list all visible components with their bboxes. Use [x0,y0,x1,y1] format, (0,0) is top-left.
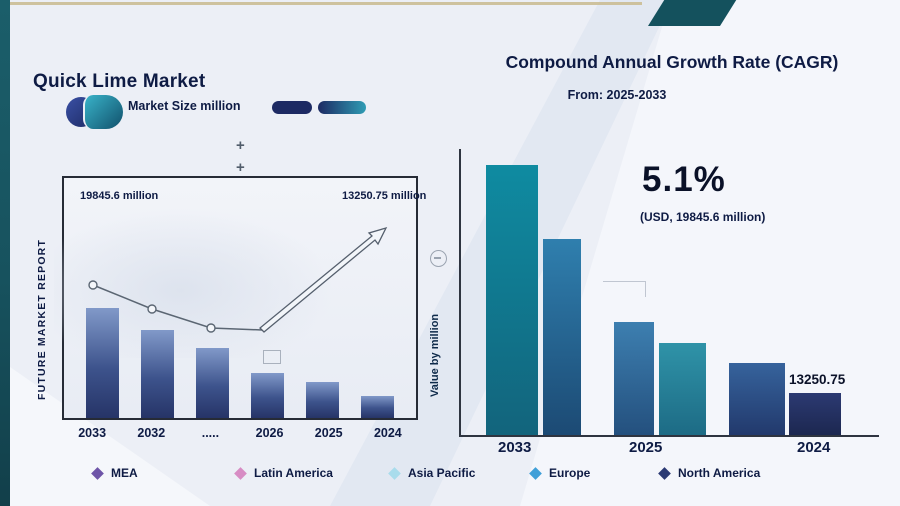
bar-2026 [251,373,284,418]
decor-pill-gradient [318,101,366,114]
cagr-title: Compound Annual Growth Rate (CAGR) [505,52,839,72]
cagr-x-axis-line [459,435,879,437]
decor-plus-icon: + [236,159,245,176]
cagr-y-axis-line [459,149,461,437]
annotation-2033-value: 19845.6 million [80,190,159,202]
legend-item-mea: MEA [91,466,138,480]
trend-line [92,284,263,331]
legend-diamond-icon [658,466,671,480]
decor-bracket-icon [603,281,646,297]
trend-overlay [88,226,388,333]
decor-left-accent-strip [0,0,10,506]
legend-label: Asia Pacific [408,466,476,480]
bar-2025 [306,382,339,418]
axis-label-2032: 2032 [137,426,166,440]
market-size-icon [64,94,123,130]
market-size-legend-label: Market Size million [128,99,241,113]
legend-label: North America [678,466,761,480]
cagr-bar-2033-b [543,239,581,435]
cagr-note: (USD, 19845.6 million) [640,210,766,224]
cagr-value: 5.1% [642,160,726,199]
icon-shape-teal [83,95,123,129]
axis-label-2033: 2033 [78,426,107,440]
cagr-2024-value-label: 13250.75 [789,372,846,387]
legend-item-europe: Europe [529,466,591,480]
legend-diamond-icon [234,466,247,480]
legend-item-latin-america: Latin America [234,466,333,480]
decor-top-right-shape [648,0,737,26]
future-market-report-label: FUTURE MARKET REPORT [36,238,48,400]
trend-marker [206,323,216,333]
legend-diamond-icon [388,466,401,480]
legend-item-north-america: North America [658,466,761,480]
legend-diamond-icon [91,466,104,480]
legend-label: Latin America [254,466,333,480]
legend-label: Europe [549,466,591,480]
cagr-axis-label-2033: 2033 [498,439,532,456]
cagr-bar-2025-b [659,343,706,435]
market-size-chart: 19845.6 million 13250.75 million [54,176,426,420]
legend-label: MEA [111,466,138,480]
decor-rect-icon [263,350,281,364]
decor-pill-dark [272,101,312,114]
cagr-bar-2025-a [614,322,654,435]
cagr-bar-2024-a [729,363,785,435]
axis-label-2026: 2026 [255,426,284,440]
market-size-x-axis: 2033 2032 ..... 2026 2025 2024 [62,426,418,440]
bar-2033 [86,308,119,418]
bar-2032 [141,330,174,418]
market-size-bars [64,308,416,418]
legend-diamond-icon [529,466,542,480]
axis-label-dots: ..... [201,426,220,440]
decor-circle-icon [430,250,447,267]
trend-marker [147,304,157,314]
trend-marker [88,280,98,290]
cagr-bar-2033-a [486,165,538,435]
axis-label-2025: 2025 [314,426,343,440]
cagr-subtitle: From: 2025-2033 [567,88,667,102]
axis-label-2024: 2024 [373,426,402,440]
annotation-2024-value: 13250.75 million [342,190,427,202]
decor-plus-icon: + [236,137,245,154]
page-title: Quick Lime Market [33,70,206,92]
bar-2024 [361,396,394,418]
decor-top-tan-line [10,2,642,5]
cagr-bar-2024-b [789,393,841,435]
growth-arrow-icon [259,226,388,333]
cagr-axis-label-2024: 2024 [797,439,831,456]
legend-item-asia-pacific: Asia Pacific [388,466,476,480]
y-axis-label: Value by million [429,313,441,397]
cagr-axis-label-2025: 2025 [629,439,663,456]
bar-mid-years [196,348,229,418]
